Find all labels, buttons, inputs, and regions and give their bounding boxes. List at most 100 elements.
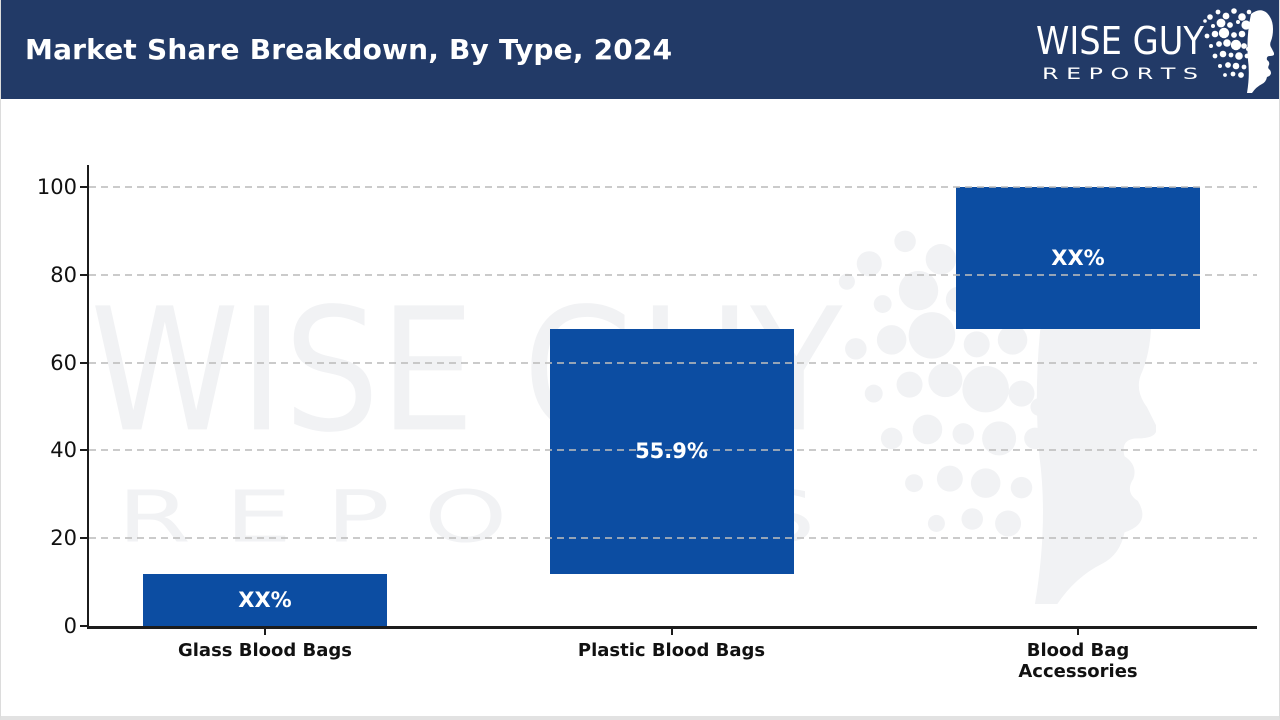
bar-glass-blood-bags: [143, 574, 387, 626]
x-axis-line: [87, 626, 1257, 629]
logo-dot: [873, 295, 892, 313]
logo-dot: [1211, 24, 1215, 28]
logo-dot: [1222, 12, 1230, 20]
logo-dot: [1216, 18, 1226, 28]
logo-dot: [925, 244, 957, 275]
logo-dot: [1241, 43, 1247, 49]
logo-dot: [995, 510, 1022, 537]
x-tick-mark: [264, 628, 266, 635]
logo-dot: [1230, 71, 1236, 77]
gridline-y-80: [89, 273, 1257, 276]
logo-dot: [1219, 50, 1227, 58]
logo-dot: [1209, 44, 1213, 48]
logo-dot: [1218, 64, 1222, 68]
logo-dot: [880, 427, 903, 450]
y-axis-line: [87, 165, 89, 629]
x-tick-label: Plastic Blood Bags: [577, 640, 766, 661]
logo-dot: [997, 325, 1028, 355]
logo-dot: [970, 468, 1001, 498]
logo-dot: [1215, 9, 1221, 15]
logo-dot: [1231, 32, 1237, 38]
gridline-y-60: [89, 361, 1257, 364]
x-tick-label: Blood Bag Accessories: [1018, 640, 1138, 682]
bar-plastic-blood-bags: [549, 328, 794, 575]
logo-dot: [1241, 64, 1247, 70]
logo-dot: [927, 514, 945, 532]
y-tick-mark-60: [80, 361, 88, 364]
x-tick-label: Glass Blood Bags: [177, 640, 353, 661]
y-tick-mark-80: [80, 273, 88, 276]
logo-face-profile-icon: [1247, 10, 1275, 94]
gridline-y-100: [89, 186, 1257, 188]
bar-value-label: 55.9%: [635, 439, 708, 464]
logo-dot: [1236, 20, 1240, 24]
brand-logo: WISE GUY R E P O R T S: [1034, 4, 1275, 96]
chart-title: Market Share Breakdown, By Type, 2024: [25, 33, 673, 66]
logo-dot: [1207, 14, 1213, 20]
y-tick-mark-0: [80, 625, 88, 627]
logo-dot: [1008, 380, 1035, 407]
logo-dot: [952, 423, 975, 445]
header-bar: Market Share Breakdown, By Type, 2024 WI…: [1, 0, 1279, 99]
logo-dot: [1241, 20, 1251, 30]
logo-dot: [1010, 476, 1033, 499]
logo-dot: [1228, 52, 1234, 58]
logo-dot: [1223, 39, 1231, 47]
logo-dot: [1225, 62, 1231, 68]
logo-dot: [1211, 30, 1219, 38]
logo-dot: [1238, 13, 1246, 21]
logo-dot: [1235, 52, 1243, 60]
logo-dot: [912, 414, 943, 445]
logo-dot: [1203, 19, 1207, 23]
bar-value-label: XX%: [238, 588, 292, 613]
logo-dot: [1204, 33, 1210, 39]
logo-dot: [1218, 27, 1230, 39]
logo-dot: [1227, 22, 1233, 28]
logo-dot: [1232, 62, 1240, 70]
logo-dot: [1212, 53, 1218, 59]
logo-dot: [1024, 427, 1046, 450]
y-tick-label-80: 80: [50, 262, 77, 287]
logo-dot: [1223, 73, 1227, 77]
logo-dot: [962, 365, 1009, 413]
logo-text-wise-guy: WISE GUY: [1036, 19, 1205, 63]
gridline-y-20: [89, 537, 1257, 540]
logo-dot: [963, 331, 990, 358]
y-tick-label-100: 100: [36, 175, 77, 199]
logo-dot: [838, 273, 855, 290]
y-tick-label-40: 40: [50, 438, 77, 463]
logo-dot: [856, 251, 882, 277]
logo-dot: [894, 230, 916, 253]
y-tick-mark-40: [80, 449, 88, 452]
y-tick-mark-20: [80, 537, 88, 540]
plot-area: WISE GUY R E P O R T S 0 20 40 60 80 100 XX% Gla…: [1, 99, 1279, 716]
bar-value-label: XX%: [1051, 245, 1105, 270]
y-tick-label-60: 60: [50, 350, 77, 375]
y-tick-mark-100: [80, 186, 88, 188]
logo-dot: [1231, 8, 1237, 14]
logo-dot: [1216, 41, 1222, 47]
logo-dot: [1238, 30, 1246, 38]
logo-dot: [1238, 72, 1244, 78]
y-tick-label-0: 0: [63, 614, 77, 638]
logo-dot: [896, 371, 923, 398]
x-tick-mark: [1077, 628, 1079, 635]
logo-dot: [905, 474, 923, 493]
logo-dot: [908, 312, 956, 359]
gridline-y-40: [89, 449, 1257, 452]
logo-dot: [936, 465, 963, 492]
y-tick-label-20: 20: [50, 526, 77, 551]
logo-dot: [1246, 9, 1252, 15]
logo-dot: [1030, 398, 1049, 416]
logo-text-reports: R E P O R T S: [1042, 64, 1198, 83]
logo-dot: [898, 270, 939, 311]
logo-dot: [961, 508, 983, 530]
logo-dot: [845, 338, 867, 360]
logo-dot: [1230, 39, 1242, 51]
logo-dot: [864, 384, 883, 403]
logo-dot: [876, 325, 907, 355]
logo-dot: [928, 363, 963, 398]
x-tick-mark: [670, 628, 673, 635]
